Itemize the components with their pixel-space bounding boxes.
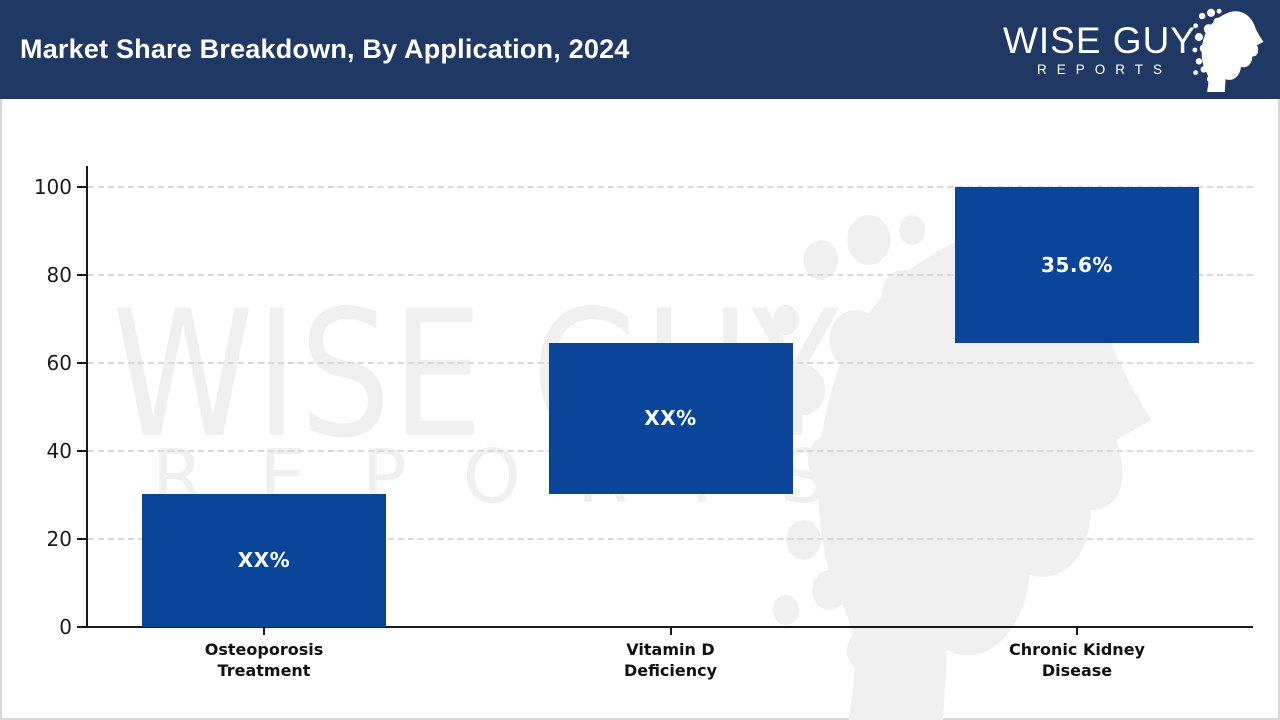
y-tick-60 — [77, 361, 87, 364]
category-label-line: Osteoporosis — [204, 640, 324, 659]
x-tick-0 — [263, 627, 265, 635]
brand-logo-text: WISE GUY REPORTS — [1003, 22, 1196, 77]
bar-value-label: XX% — [237, 548, 291, 573]
x-tick-2 — [1076, 627, 1078, 635]
category-label-line: Deficiency — [623, 661, 718, 680]
y-tick-label-0: 0 — [59, 615, 72, 639]
gridline-100 — [88, 185, 1253, 188]
category-label: Osteoporosis Treatment — [134, 639, 394, 681]
brand-name: WISE GUY — [1002, 20, 1196, 61]
brand-face-icon — [1192, 8, 1264, 92]
y-tick-0 — [77, 626, 87, 628]
page-title: Market Share Breakdown, By Application, … — [20, 34, 630, 64]
x-tick-1 — [669, 627, 672, 635]
bar-segment: XX% — [548, 343, 793, 494]
y-tick-label-20: 20 — [46, 526, 72, 551]
category-label-line: Chronic Kidney — [1009, 640, 1145, 659]
y-tick-label-40: 40 — [46, 438, 72, 463]
bar-value-label: 35.6% — [1041, 252, 1113, 277]
bar-segment: XX% — [142, 493, 386, 627]
gridline-80 — [88, 273, 1253, 276]
y-tick-100 — [77, 185, 87, 188]
bar-segment: 35.6% — [955, 186, 1199, 344]
gridline-20 — [88, 537, 1253, 540]
y-tick-20 — [77, 537, 87, 540]
bar-value-label: XX% — [644, 406, 697, 431]
y-axis-spine — [86, 166, 88, 628]
header: Market Share Breakdown, By Application, … — [0, 0, 1280, 99]
y-tick-label-100: 100 — [33, 174, 72, 199]
brand-subtitle: REPORTS — [1036, 62, 1172, 77]
y-tick-label-60: 60 — [46, 350, 72, 375]
y-tick-40 — [77, 449, 87, 452]
brand-logo: WISE GUY REPORTS — [1003, 8, 1266, 92]
category-label-line: Treatment — [217, 661, 311, 680]
category-label-line: Disease — [1041, 661, 1113, 680]
category-label: Vitamin D Deficiency — [541, 639, 801, 681]
category-label: Chronic Kidney Disease — [947, 639, 1207, 681]
y-tick-label-80: 80 — [46, 262, 72, 287]
category-label-line: Vitamin D — [626, 640, 715, 659]
y-tick-80 — [77, 273, 87, 276]
